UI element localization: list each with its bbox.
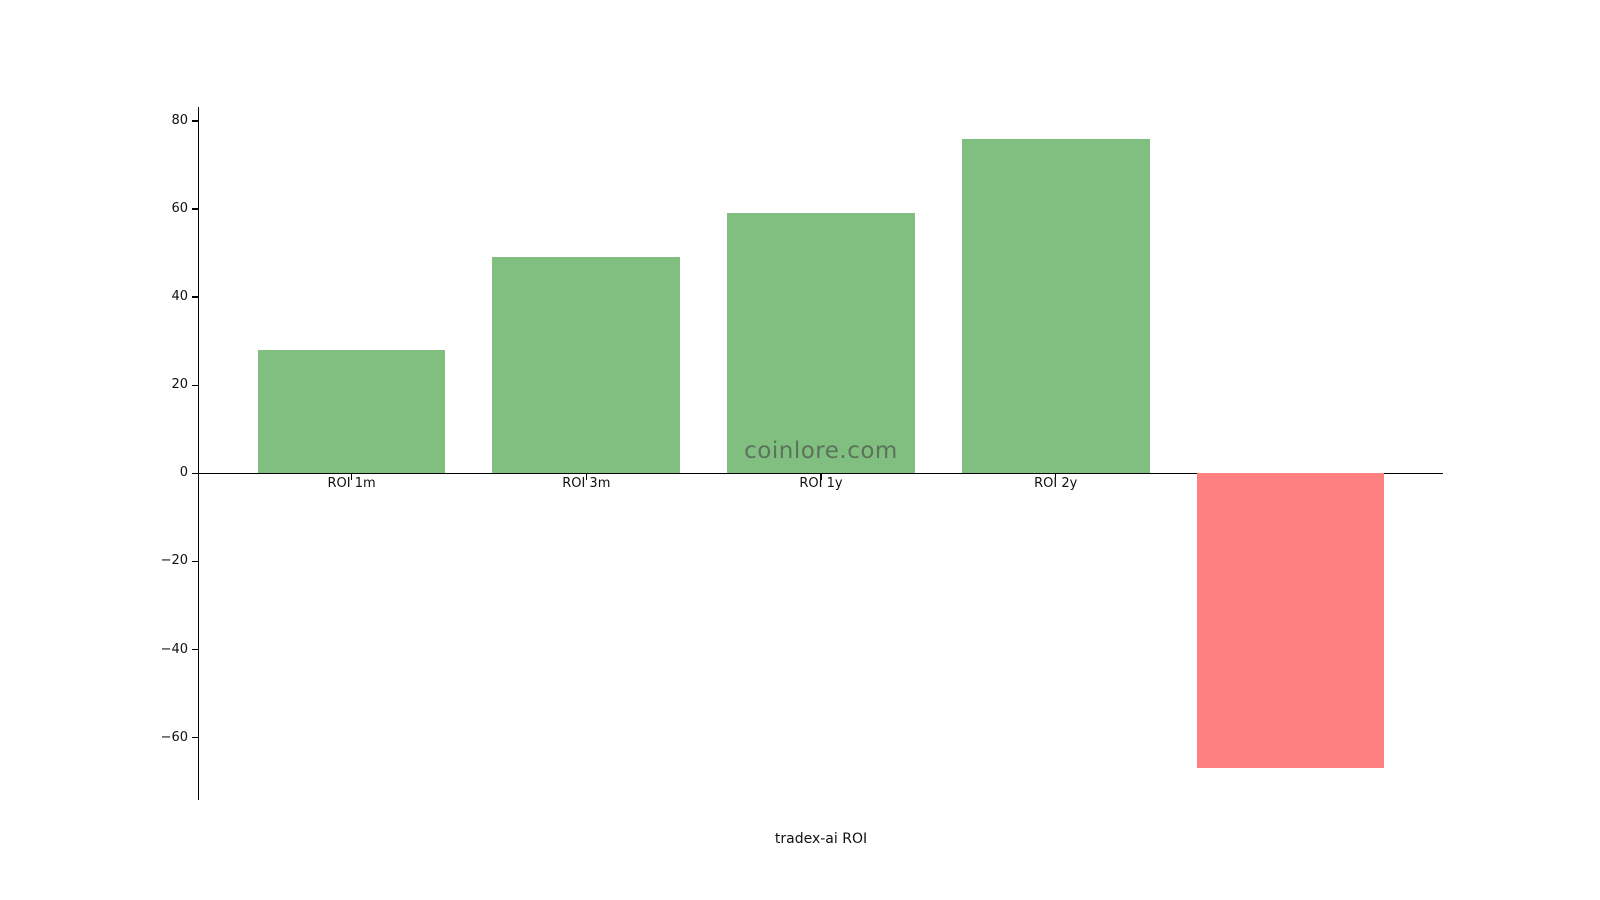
y-tick-label: 20	[171, 377, 188, 393]
x-tick-mark	[585, 473, 587, 481]
chart-title: tradex-ai ROI	[774, 831, 868, 847]
x-tick-mark	[350, 473, 353, 481]
y-tick-mark	[192, 560, 199, 563]
y-tick-mark	[192, 208, 199, 210]
bar-roi-1y	[727, 213, 915, 474]
x-tick-label: ROI 3m	[562, 476, 611, 492]
bar-roi-3m	[492, 257, 681, 474]
bar-roi-2y	[961, 138, 1150, 474]
y-tick-label: −40	[160, 641, 188, 657]
x-tick-label: ROI 1y	[799, 476, 843, 492]
y-tick-mark	[192, 472, 199, 475]
y-tick-label: −20	[160, 553, 188, 569]
y-tick-label: 60	[171, 200, 188, 216]
y-tick-label: 80	[171, 112, 188, 128]
bar-roi-1m	[257, 349, 446, 474]
y-axis-line	[198, 107, 200, 800]
y-tick-mark	[192, 384, 199, 386]
x-tick-mark	[1055, 473, 1057, 481]
x-tick-label: ROI 2y	[1034, 476, 1078, 492]
y-tick-mark	[192, 120, 199, 122]
watermark-text: coinlore.com	[744, 438, 898, 464]
bar-5	[1196, 473, 1385, 769]
x-tick-mark	[820, 473, 822, 481]
x-tick-label: ROI 1m	[327, 476, 376, 492]
y-tick-mark	[192, 736, 199, 739]
y-tick-mark	[192, 296, 199, 298]
y-tick-mark	[192, 648, 199, 651]
y-tick-label: 0	[179, 465, 188, 481]
y-tick-label: 40	[171, 289, 188, 305]
y-tick-label: −60	[160, 729, 188, 745]
